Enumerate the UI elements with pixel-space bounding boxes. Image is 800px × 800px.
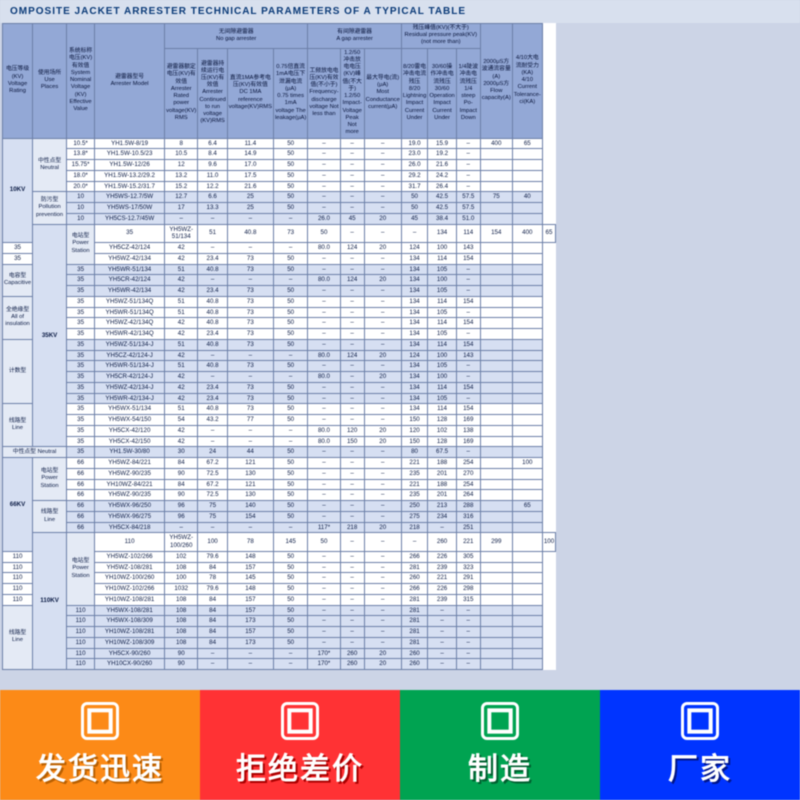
- badge-truck: 发货迅速: [0, 690, 200, 800]
- badge-wrench: 制造: [400, 690, 600, 800]
- page-title: OMPOSITE JACKET ARRESTER TECHNICAL PARAM…: [0, 0, 800, 23]
- parameters-table: 电压等级(KV)VoltageRating使用场所UsePlaces系统标称电压…: [2, 23, 556, 670]
- badge-shield: 拒绝差价: [200, 690, 400, 800]
- badge-factory: 厂家: [600, 690, 800, 800]
- footer-badges: 发货迅速拒绝差价制造厂家: [0, 690, 800, 800]
